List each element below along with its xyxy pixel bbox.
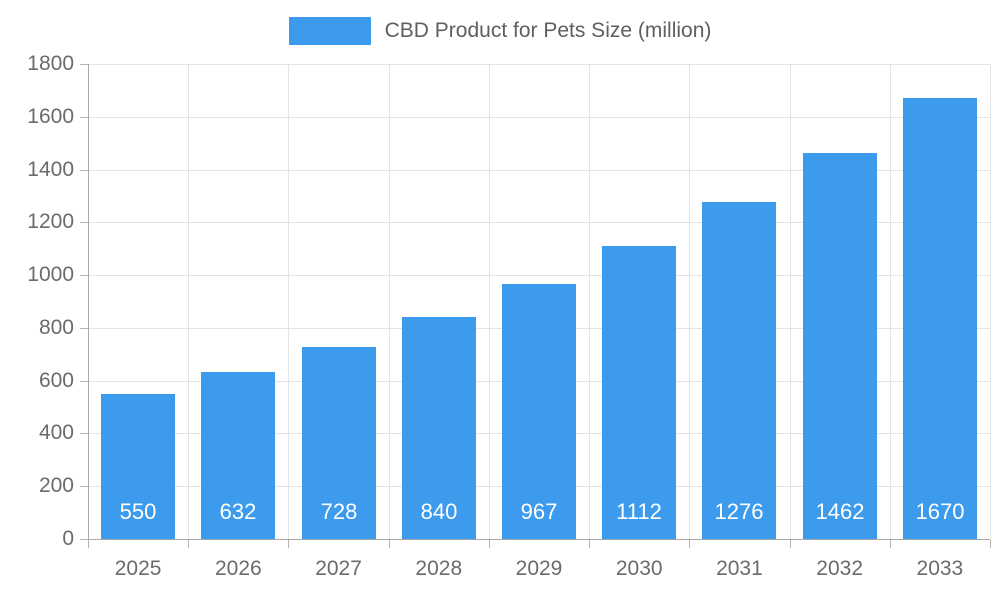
x-axis-label: 2031 [716, 557, 763, 580]
bar-value-label: 550 [119, 499, 157, 524]
gridline-horizontal [88, 275, 990, 276]
x-axis-label: 2026 [214, 557, 262, 580]
x-axis-label: 2030 [615, 557, 663, 580]
x-axis-tick [589, 540, 590, 548]
y-axis-tick [80, 117, 88, 118]
x-axis-tick [689, 540, 690, 548]
x-axis-label: 2028 [415, 557, 463, 580]
y-axis-tick [80, 381, 88, 382]
y-axis-label: 1800 [27, 52, 74, 75]
gridline-horizontal [88, 170, 990, 171]
x-axis-tick [188, 540, 189, 548]
x-axis-tick [288, 540, 289, 548]
gridline-vertical [990, 64, 991, 539]
bar[interactable]: 1276 [702, 202, 776, 539]
bar[interactable]: 840 [402, 317, 476, 539]
y-axis-label: 200 [38, 474, 74, 498]
bar-value-label: 1462 [815, 499, 865, 524]
bar[interactable]: 632 [201, 372, 275, 539]
gridline-vertical [288, 64, 289, 539]
bar-value-label: 1112 [616, 499, 662, 524]
x-axis-label: 2033 [916, 557, 964, 580]
bar[interactable]: 967 [502, 284, 576, 539]
bar-value-label: 632 [219, 499, 257, 524]
y-axis-tick [80, 222, 88, 223]
x-axis-tick [88, 540, 89, 548]
y-axis-tick [80, 170, 88, 171]
gridline-vertical [890, 64, 891, 539]
bar-value-label: 728 [320, 499, 358, 524]
x-axis-label: 2032 [816, 557, 864, 580]
gridline-vertical [389, 64, 390, 539]
y-axis-label: 0 [62, 527, 74, 550]
chart-legend: CBD Product for Pets Size (million) [0, 14, 1000, 48]
y-axis-label: 400 [38, 421, 74, 445]
x-axis-tick [990, 540, 991, 548]
bar[interactable]: 728 [302, 347, 376, 539]
y-axis-label: 1000 [27, 263, 74, 287]
gridline-vertical [489, 64, 490, 539]
bar[interactable]: 1112 [602, 246, 676, 539]
gridline-vertical [188, 64, 189, 539]
bar-value-label: 1276 [714, 499, 764, 524]
x-axis-tick [489, 540, 490, 548]
y-axis-label: 600 [38, 368, 74, 392]
legend-label: CBD Product for Pets Size (million) [384, 19, 712, 42]
gridline-vertical [589, 64, 590, 539]
bar-value-label: 1670 [915, 499, 965, 524]
y-axis-label: 1600 [27, 104, 74, 128]
y-axis-tick [80, 328, 88, 329]
bar[interactable]: 1462 [803, 153, 877, 539]
y-axis-label: 800 [38, 315, 74, 339]
x-axis-label: 2027 [315, 557, 362, 580]
x-axis-tick [790, 540, 791, 548]
y-axis-tick [80, 486, 88, 487]
x-axis-tick [890, 540, 891, 548]
bar[interactable]: 550 [101, 394, 175, 539]
x-axis-tick [389, 540, 390, 548]
y-axis-line [88, 64, 89, 540]
y-axis-tick [80, 539, 88, 540]
y-axis-label: 1200 [27, 210, 74, 234]
y-axis-tick [80, 433, 88, 434]
y-axis-tick [80, 275, 88, 276]
x-axis-label: 2025 [114, 557, 162, 580]
x-axis-line [88, 539, 990, 540]
gridline-vertical [790, 64, 791, 539]
gridline-horizontal [88, 117, 990, 118]
gridline-horizontal [88, 222, 990, 223]
gridline-vertical [689, 64, 690, 539]
gridline-horizontal [88, 64, 990, 65]
plot-area: 550 632 728 840 967 1112 1276 1462 1670 [88, 64, 991, 540]
bar-value-label: 840 [420, 499, 458, 524]
y-axis-tick [80, 64, 88, 65]
bar[interactable]: 1670 [903, 98, 977, 539]
legend-color-swatch [288, 17, 371, 45]
y-axis-label: 1400 [27, 157, 74, 181]
bar-value-label: 967 [520, 499, 558, 524]
x-axis-label: 2029 [515, 557, 563, 580]
